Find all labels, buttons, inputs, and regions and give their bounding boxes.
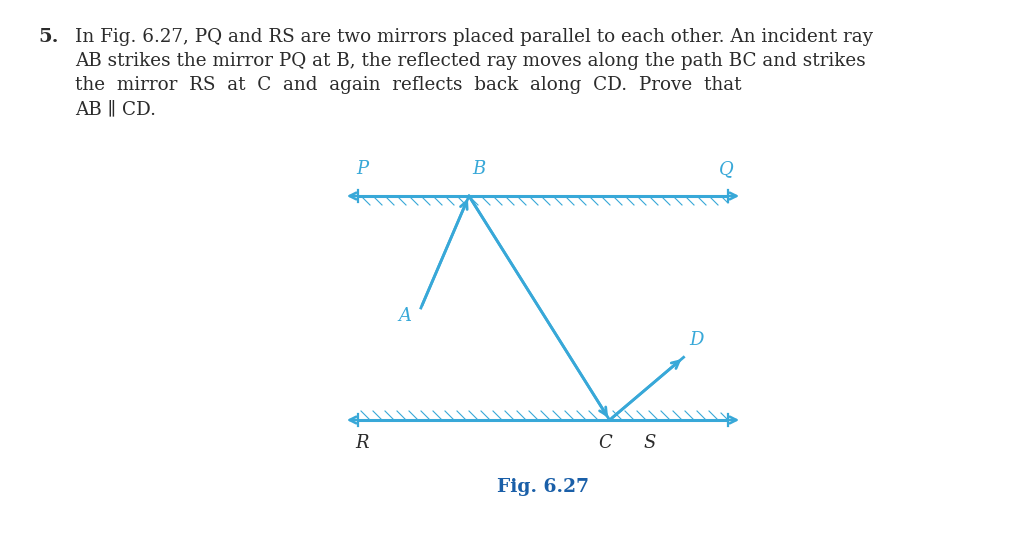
Text: D: D <box>689 331 703 349</box>
Text: the  mirror  RS  at  C  and  again  reflects  back  along  CD.  Prove  that: the mirror RS at C and again reflects ba… <box>75 76 741 94</box>
Text: B: B <box>472 160 485 178</box>
Text: P: P <box>356 160 368 178</box>
Text: 5.: 5. <box>38 28 58 46</box>
Text: Q: Q <box>719 160 733 178</box>
Text: R: R <box>355 434 369 452</box>
Text: Fig. 6.27: Fig. 6.27 <box>497 478 589 496</box>
Text: AB ∥ CD.: AB ∥ CD. <box>75 100 156 118</box>
Text: In Fig. 6.27, PQ and RS are two mirrors placed parallel to each other. An incide: In Fig. 6.27, PQ and RS are two mirrors … <box>75 28 873 46</box>
Text: AB strikes the mirror PQ at B, the reflected ray moves along the path BC and str: AB strikes the mirror PQ at B, the refle… <box>75 52 865 70</box>
Text: A: A <box>398 307 411 325</box>
Text: S: S <box>643 434 655 452</box>
Text: C: C <box>599 434 612 452</box>
